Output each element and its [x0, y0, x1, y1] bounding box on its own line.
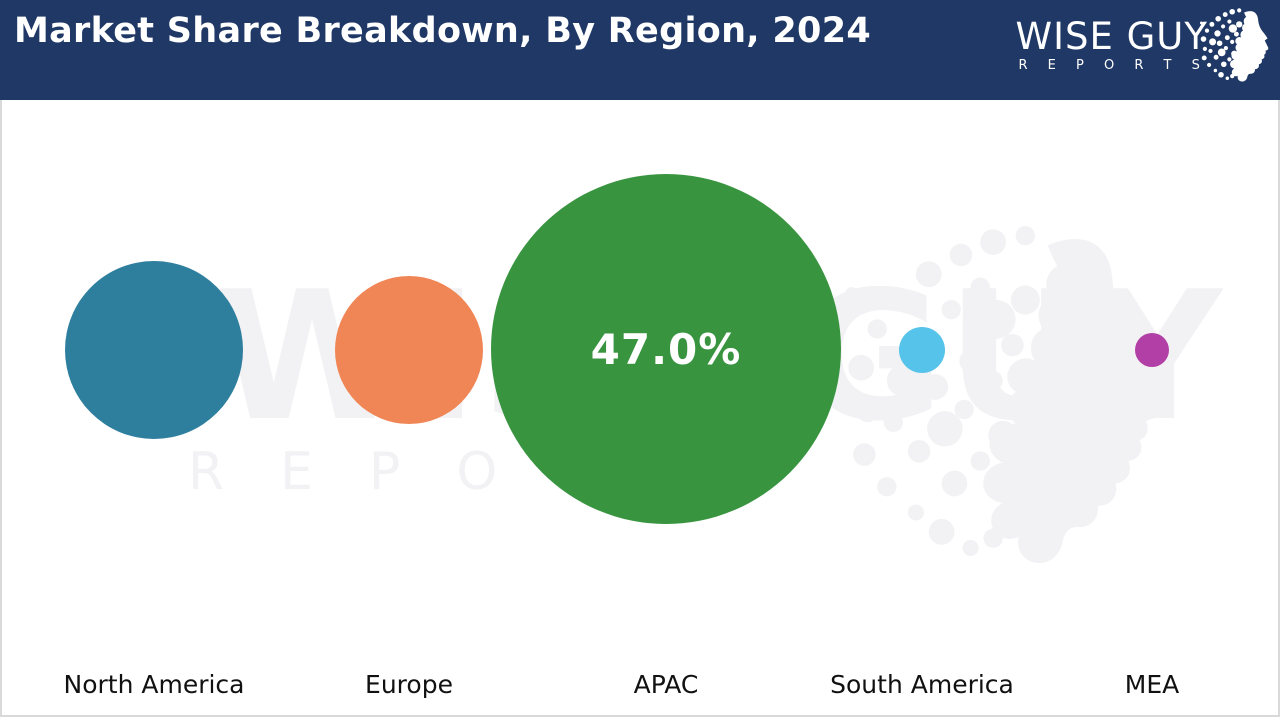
chart-plot-area: WISE GUY REPORTS	[0, 100, 1280, 717]
watermark-reports-text: REPORTS	[188, 442, 819, 502]
brand-logo: WISE GUY R E P O R T S	[1016, 8, 1270, 82]
logo-wordmark-line1: WISE GUY	[1015, 14, 1208, 58]
logo-wordmark: WISE GUY R E P O R T S	[1015, 14, 1208, 74]
page-title: Market Share Breakdown, By Region, 2024	[14, 11, 871, 51]
header-bar: Market Share Breakdown, By Region, 2024 …	[0, 0, 1280, 100]
logo-wordmark-line2: R E P O R T S	[1018, 58, 1208, 74]
watermark-face-icon	[845, 226, 1167, 564]
wiseguy-face-icon	[1200, 8, 1270, 82]
